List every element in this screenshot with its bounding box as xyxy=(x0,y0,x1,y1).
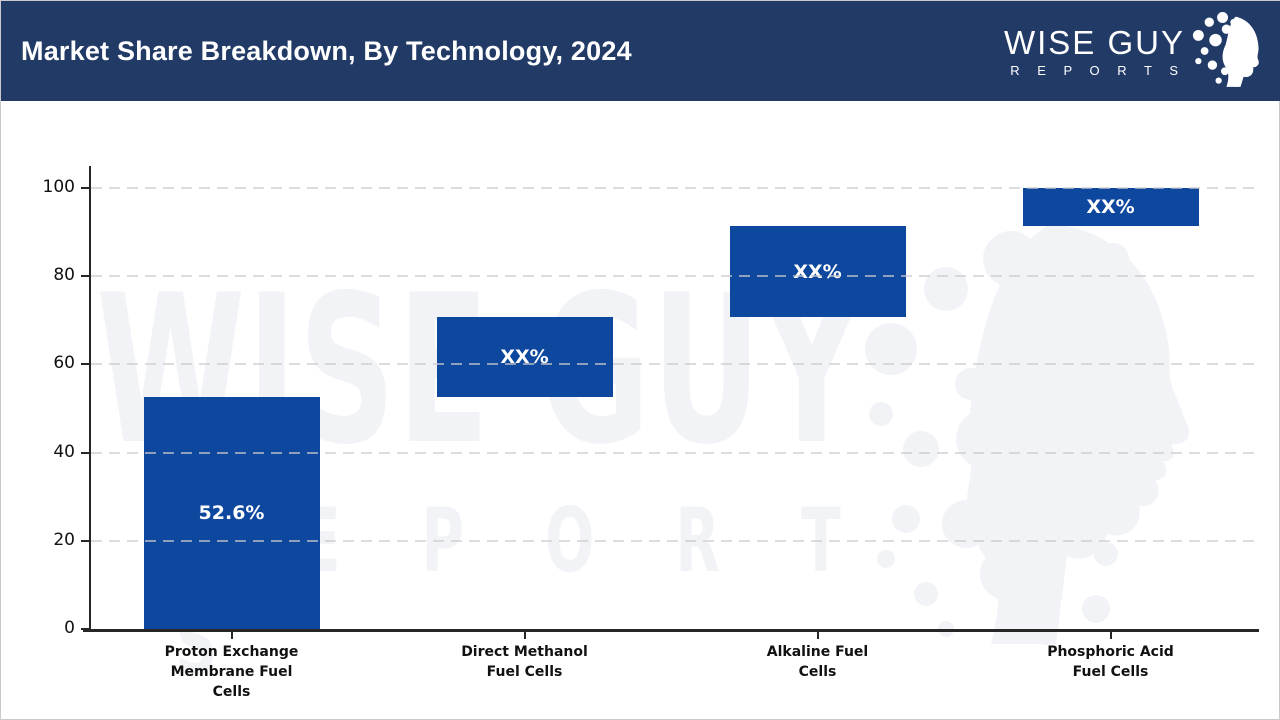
gridline xyxy=(91,187,1258,189)
y-tick-label: 60 xyxy=(53,353,75,374)
y-tick-label: 100 xyxy=(42,177,75,197)
x-axis-label-line: Alkaline Fuel xyxy=(766,644,869,660)
x-axis-label-line: Phosphoric Acid xyxy=(1047,644,1174,660)
bar-value-label: 52.6% xyxy=(198,502,265,524)
gridline xyxy=(91,275,1258,278)
y-tick-mark xyxy=(81,187,89,189)
x-tick-mark xyxy=(816,632,819,639)
bar: XX% xyxy=(436,317,613,398)
y-axis-line xyxy=(89,166,91,631)
y-tick-mark xyxy=(81,628,89,630)
y-tick-mark xyxy=(81,539,89,542)
x-tick-mark xyxy=(523,632,526,639)
x-axis-label: Alkaline Fuel Cells xyxy=(688,642,948,682)
brand-subname: R E P O R T S xyxy=(1010,63,1185,78)
x-tick-mark xyxy=(230,632,233,639)
bar: XX% xyxy=(1022,188,1199,227)
y-tick-label: 40 xyxy=(53,441,75,462)
x-axis-label: Proton Exchange Membrane Fuel Cells xyxy=(102,642,362,702)
gridline xyxy=(91,539,1258,542)
x-axis-label-line: Fuel Cells xyxy=(1072,664,1149,680)
x-axis-label-line: Direct Methanol xyxy=(461,644,588,660)
brand-name: WISE GUY xyxy=(1003,24,1185,61)
y-tick-label: 20 xyxy=(53,529,75,550)
brand-logo-text: WISE GUY R E P O R T S xyxy=(1004,24,1185,78)
x-axis-label-line: Cells xyxy=(798,664,837,680)
x-tick-mark xyxy=(1109,632,1112,639)
x-axis-label-line: Proton Exchange xyxy=(164,644,299,660)
header: Market Share Breakdown, By Technology, 2… xyxy=(1,1,1280,101)
gridline xyxy=(91,451,1258,454)
y-tick-label: 80 xyxy=(53,265,75,286)
x-axis-label-line: Fuel Cells xyxy=(486,664,563,680)
x-axis-label: Direct Methanol Fuel Cells xyxy=(395,642,655,682)
brand-face-icon xyxy=(1192,12,1259,87)
y-tick-mark xyxy=(81,275,89,278)
y-tick-label: 0 xyxy=(64,618,75,638)
bar: 52.6% xyxy=(143,397,320,629)
bar-value-label: XX% xyxy=(500,346,549,369)
y-tick-mark xyxy=(81,363,89,366)
bar-value-label: XX% xyxy=(793,260,842,283)
y-tick-mark xyxy=(81,451,89,454)
plot-area: 0 20 40 60 80 100 52.6% Proton Exchange Membrane… xyxy=(1,101,1280,720)
bar: XX% xyxy=(729,226,906,318)
x-axis-line xyxy=(83,629,1259,632)
x-axis-label-line: Membrane Fuel xyxy=(170,664,293,680)
bar-value-label: XX% xyxy=(1086,196,1135,219)
x-axis-label-line: Cells xyxy=(212,684,251,700)
brand-logo: WISE GUY R E P O R T S xyxy=(1004,1,1267,101)
gridline xyxy=(91,363,1258,366)
x-axis-label: Phosphoric Acid Fuel Cells xyxy=(981,642,1241,682)
page-title: Market Share Breakdown, By Technology, 2… xyxy=(21,35,632,66)
